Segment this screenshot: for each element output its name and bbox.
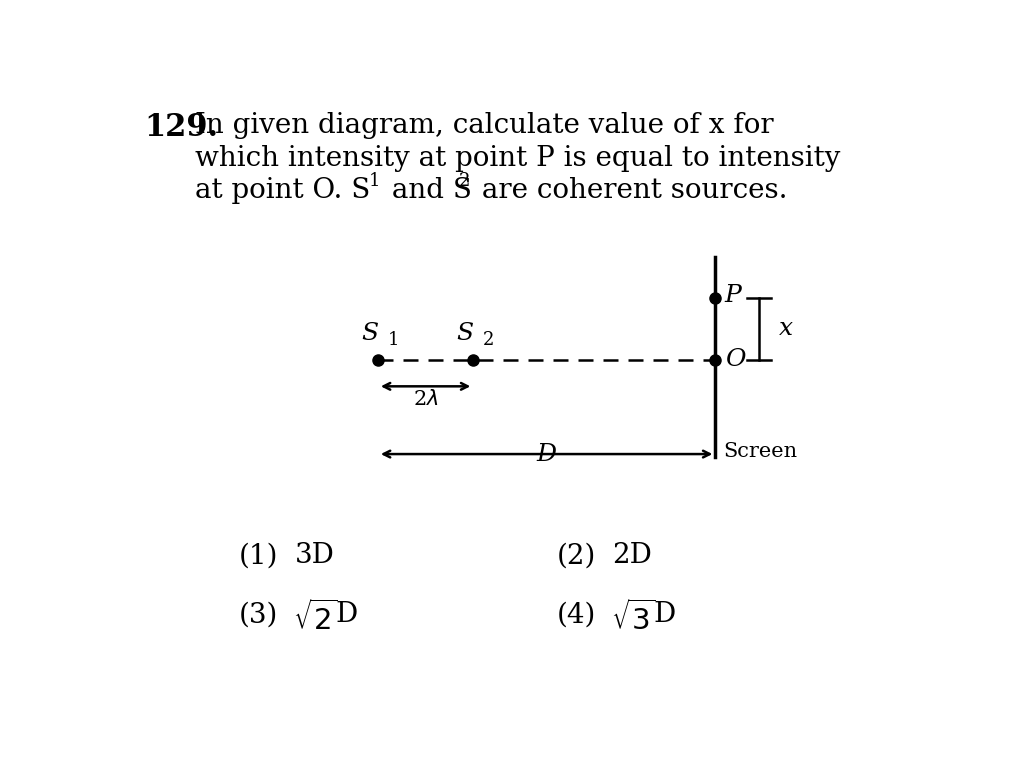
Text: and S: and S xyxy=(383,177,472,203)
Text: at point O. S: at point O. S xyxy=(196,177,371,203)
Text: P: P xyxy=(725,284,741,307)
Text: 1: 1 xyxy=(369,172,380,190)
Text: In given diagram, calculate value of x for: In given diagram, calculate value of x f… xyxy=(196,112,774,139)
Text: x: x xyxy=(779,317,793,340)
Text: 2: 2 xyxy=(482,331,495,349)
Text: S: S xyxy=(361,322,379,345)
Text: 2D: 2D xyxy=(612,542,652,569)
Text: are coherent sources.: are coherent sources. xyxy=(473,177,787,203)
Text: O: O xyxy=(725,348,745,371)
Text: (3): (3) xyxy=(240,601,279,628)
Text: S: S xyxy=(457,322,474,345)
Text: D: D xyxy=(653,601,676,628)
Text: D: D xyxy=(537,443,557,466)
Text: (2): (2) xyxy=(557,542,596,569)
Text: Screen: Screen xyxy=(723,441,798,461)
Text: 2: 2 xyxy=(459,172,470,190)
Text: 3D: 3D xyxy=(295,542,335,569)
Text: $\sqrt{3}$: $\sqrt{3}$ xyxy=(610,600,655,636)
Text: 1: 1 xyxy=(387,331,399,349)
Text: 129.: 129. xyxy=(143,112,218,143)
Text: (1): (1) xyxy=(240,542,279,569)
Text: (4): (4) xyxy=(557,601,596,628)
Text: which intensity at point P is equal to intensity: which intensity at point P is equal to i… xyxy=(196,145,841,172)
Text: $\sqrt{2}$: $\sqrt{2}$ xyxy=(293,600,338,636)
Text: 2$\lambda$: 2$\lambda$ xyxy=(413,389,438,409)
Text: D: D xyxy=(336,601,358,628)
